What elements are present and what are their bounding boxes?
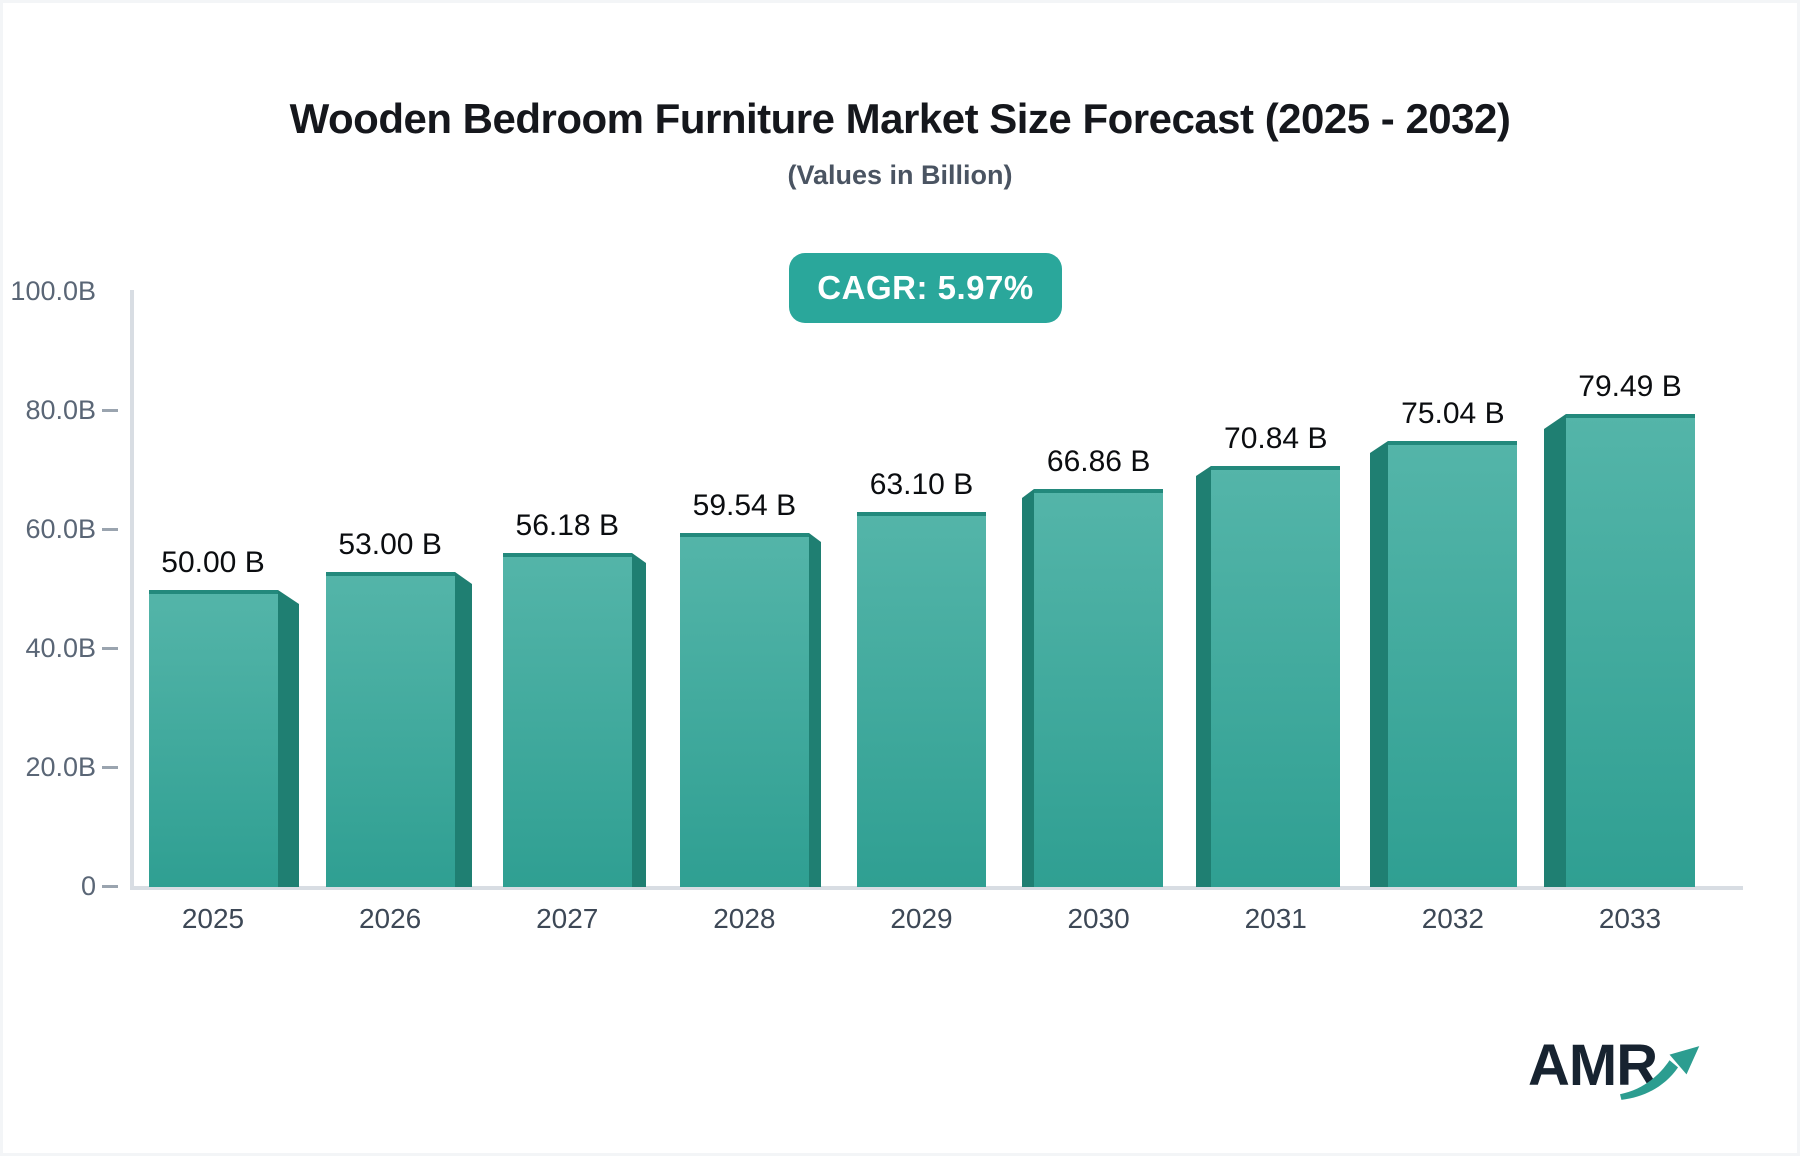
page-subtitle: (Values in Billion)	[787, 160, 1013, 191]
x-axis-label-2030: 2030	[1067, 903, 1130, 934]
x-axis-label-2031: 2031	[1244, 903, 1307, 934]
y-axis-tick-mark	[102, 409, 118, 412]
x-axis-label-2028: 2028	[713, 903, 776, 934]
x-axis-label-2025: 2025	[181, 903, 245, 934]
y-axis-tick-label: 40.0B	[25, 633, 96, 663]
x-axis-label-2029: 2029	[890, 903, 953, 934]
x-axis-label-2026: 2026	[358, 903, 422, 934]
y-axis-tick-label: 0	[80, 871, 96, 901]
bar-top-edge	[1211, 466, 1340, 470]
bar-top-edge	[680, 533, 809, 537]
bar-2026[interactable]	[326, 572, 455, 887]
bar-value-label: 59.54 B	[692, 489, 797, 522]
bar-top-edge	[503, 553, 632, 557]
bar-2033[interactable]	[1566, 414, 1695, 887]
bar-side-face	[1196, 466, 1211, 887]
growth-arrow-icon	[1620, 1046, 1700, 1100]
bar-2027[interactable]	[503, 553, 632, 887]
x-axis-label-2033: 2033	[1598, 903, 1662, 934]
bar-value-label: 66.86 B	[1046, 445, 1151, 478]
amr-logo: AMR	[1528, 1032, 1728, 1112]
bar-top-edge	[1388, 441, 1517, 445]
bar-top-edge	[326, 572, 455, 576]
y-axis-tick-mark	[102, 528, 118, 531]
bar-value-label: 79.49 B	[1578, 370, 1682, 403]
bar-2025[interactable]	[149, 590, 278, 887]
bar-value-label: 56.18 B	[515, 509, 619, 542]
bar-side-face	[1544, 414, 1566, 887]
y-axis-line	[130, 290, 134, 888]
x-axis-label-2027: 2027	[536, 903, 599, 934]
bar-side-face	[1370, 441, 1388, 887]
bar-2032[interactable]	[1388, 441, 1517, 887]
bar-2029[interactable]	[857, 512, 986, 887]
x-axis-label-2032: 2032	[1421, 903, 1485, 934]
bar-top-edge	[857, 512, 986, 516]
bar-top-edge	[1566, 414, 1695, 418]
y-axis-tick-mark	[102, 647, 118, 650]
bar-value-label: 50.00 B	[161, 546, 265, 579]
bar-side-face	[1022, 489, 1034, 887]
cagr-badge: CAGR: 5.97%	[789, 253, 1062, 323]
bar-side-face	[632, 553, 646, 887]
y-axis-tick-label: 100.0B	[10, 276, 96, 306]
bar-2028[interactable]	[680, 533, 809, 887]
bar-value-label: 75.04 B	[1401, 397, 1505, 430]
bar-side-face	[455, 572, 472, 887]
page-title: Wooden Bedroom Furniture Market Size For…	[289, 95, 1511, 142]
y-axis-tick-label: 60.0B	[25, 514, 96, 544]
y-axis-tick-mark	[102, 885, 118, 888]
bar-value-label: 63.10 B	[869, 468, 974, 501]
y-axis-tick-label: 80.0B	[25, 395, 96, 425]
bar-top-edge	[149, 590, 278, 594]
y-axis-tick-label: 20.0B	[25, 752, 96, 782]
x-axis-line	[130, 886, 1743, 890]
bar-side-face	[809, 533, 821, 887]
bar-2031[interactable]	[1211, 466, 1340, 887]
bar-value-label: 70.84 B	[1224, 422, 1328, 455]
bar-value-label: 53.00 B	[338, 528, 442, 561]
bar-top-edge	[1034, 489, 1163, 493]
bar-side-face	[278, 590, 299, 887]
bar-2030[interactable]	[1034, 489, 1163, 887]
amr-logo-text: AMR	[1528, 1033, 1658, 1098]
chart-header: Wooden Bedroom Furniture Market Size For…	[0, 95, 1800, 191]
y-axis-tick-mark	[102, 766, 118, 769]
